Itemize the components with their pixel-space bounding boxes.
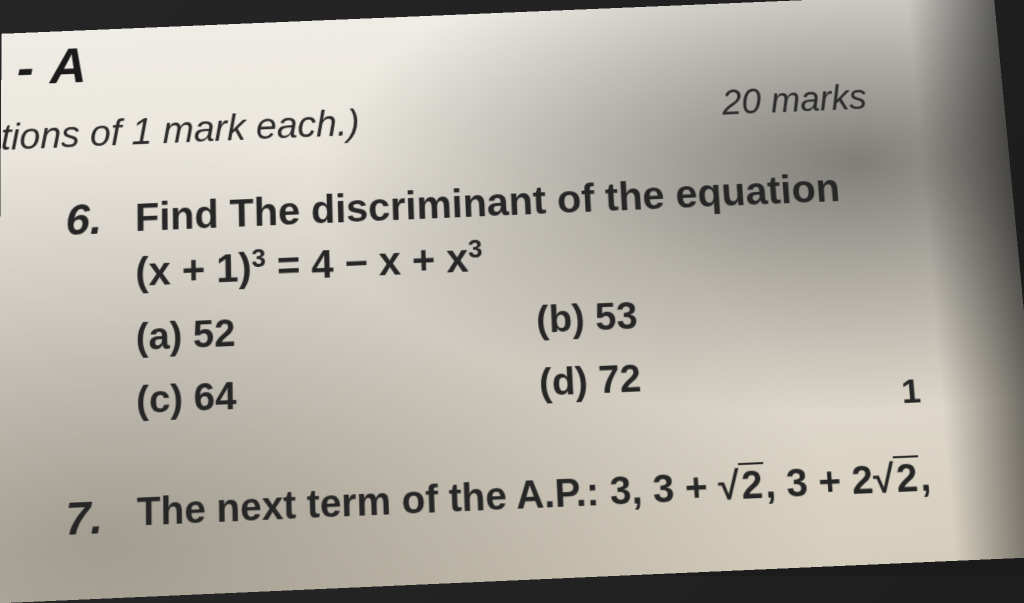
question-7-number: 7.: [65, 493, 103, 546]
question-6-number: 6.: [66, 196, 102, 246]
question-7-text: The next term of the A.P.: 3, 3 + 2, 3 +…: [137, 454, 1001, 536]
option-b: (b) 53: [535, 285, 897, 343]
option-a: (a) 52: [136, 302, 498, 360]
option-d: (d) 72: [538, 347, 902, 406]
option-c: (c) 64: [136, 365, 500, 424]
question-6-options: (a) 52 (b) 53 (c) 64 (d) 72: [136, 285, 903, 424]
stray-mark-1: 1: [900, 372, 922, 412]
question-6: 6. Find The discriminant of the equation…: [70, 160, 971, 427]
section-instruction: tions of 1 mark each.): [1, 103, 361, 159]
page-corner-label: - A: [17, 38, 89, 97]
question-7: 7. The next term of the A.P.: 3, 3 + 2, …: [70, 454, 1001, 539]
section-marks: 20 marks: [721, 77, 868, 123]
